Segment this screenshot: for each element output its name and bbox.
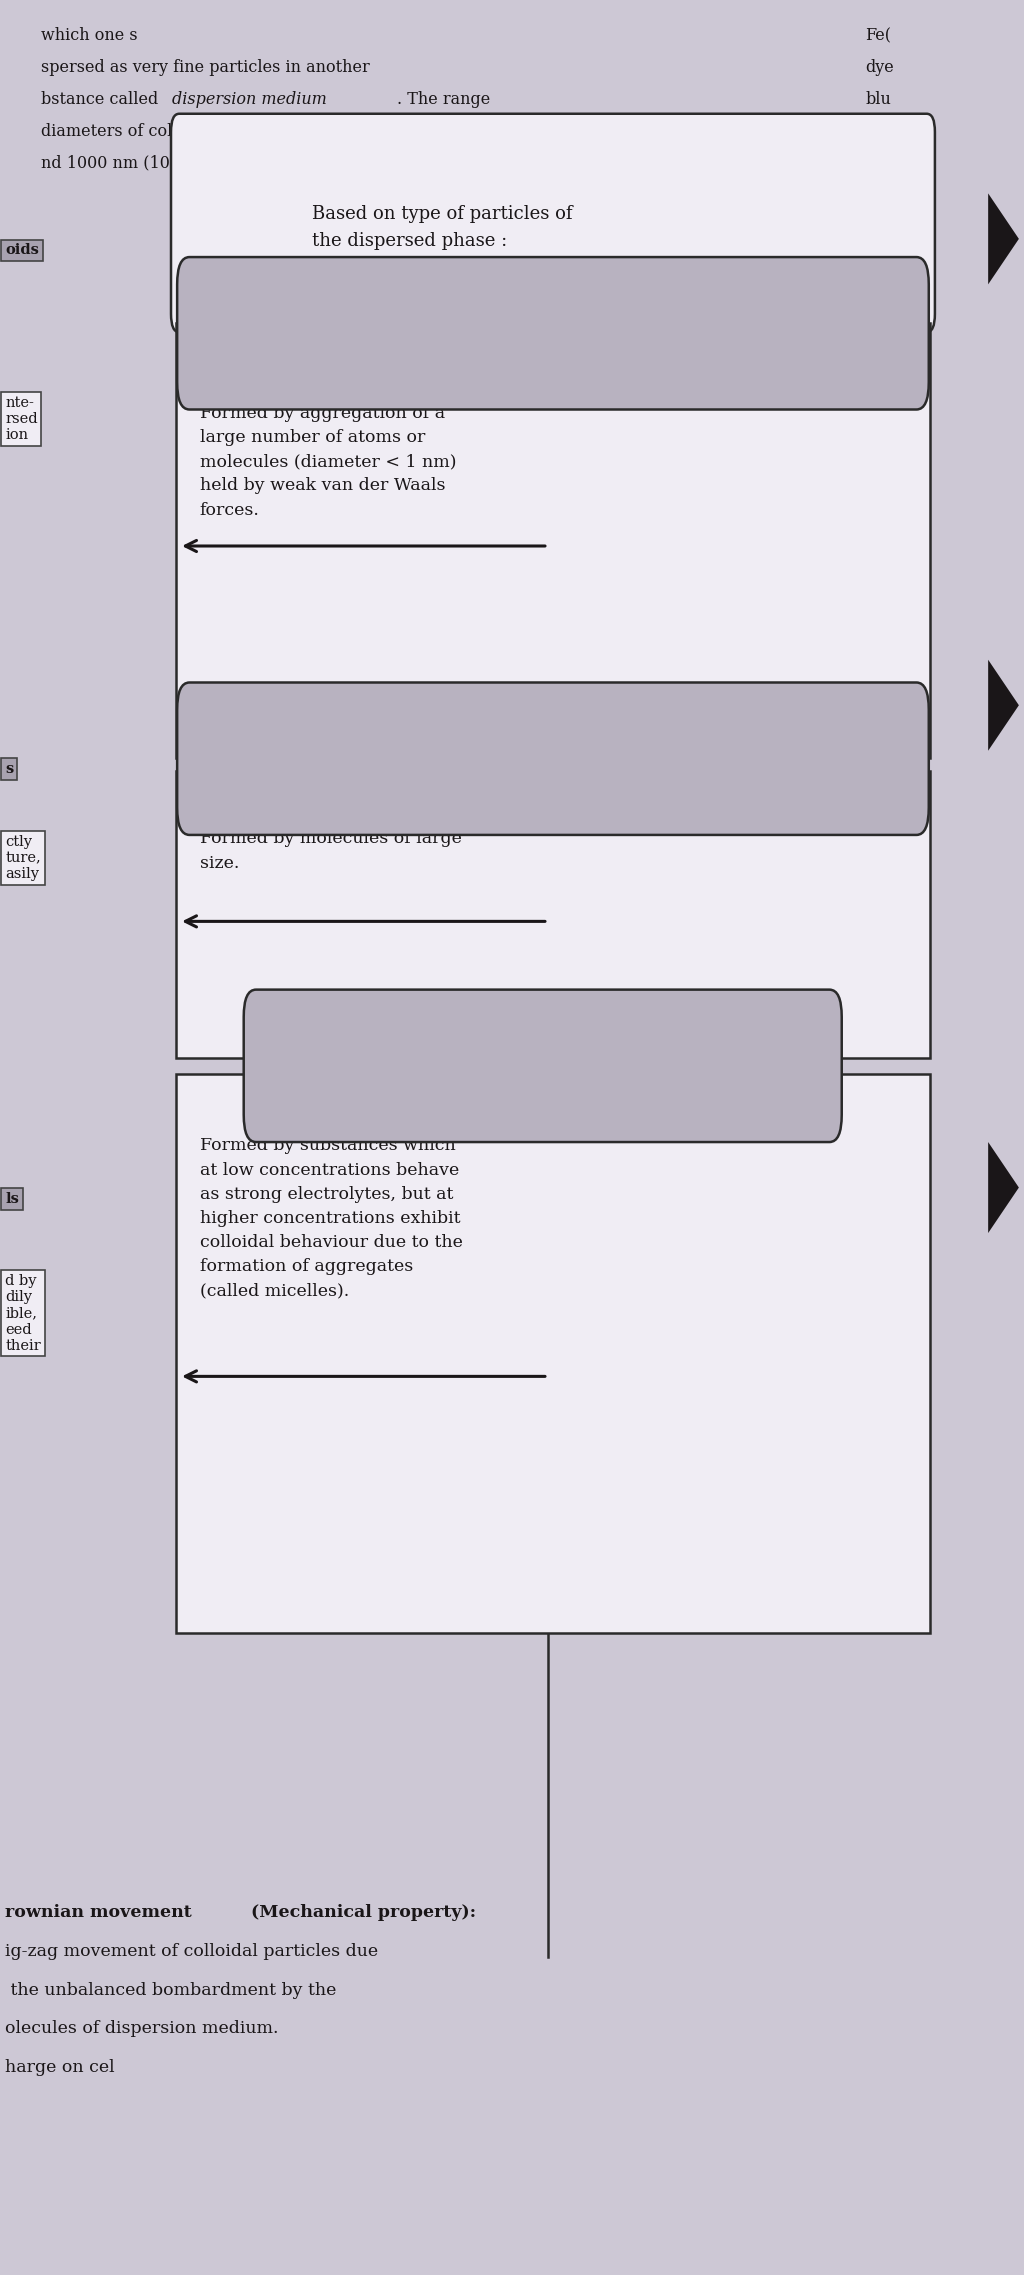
Text: Based on type of particles of
the dispersed phase :: Based on type of particles of the disper… (312, 205, 572, 250)
Text: the unbalanced bombardment by the: the unbalanced bombardment by the (5, 1982, 337, 1997)
Text: Macromolecular colloids: Macromolecular colloids (423, 751, 683, 769)
Polygon shape (988, 1142, 1019, 1233)
Text: s: s (5, 762, 13, 776)
Text: d by
dily
ible,
eed
their: d by dily ible, eed their (5, 1274, 41, 1354)
FancyBboxPatch shape (171, 114, 935, 332)
Text: dye: dye (865, 59, 894, 75)
Text: oids: oids (5, 243, 39, 257)
Text: blu: blu (865, 91, 891, 107)
Text: olecules of dispersion medium.: olecules of dispersion medium. (5, 2020, 279, 2036)
Text: ls: ls (5, 1192, 19, 1206)
Text: bstance called: bstance called (41, 91, 164, 107)
Text: ig-zag movement of colloidal particles due: ig-zag movement of colloidal particles d… (5, 1943, 378, 1959)
Text: (bl: (bl (865, 123, 887, 139)
FancyBboxPatch shape (244, 990, 842, 1142)
Text: harge on cel: harge on cel (5, 2059, 115, 2075)
Text: Associated colloids: Associated colloids (453, 1058, 653, 1076)
FancyBboxPatch shape (176, 1074, 930, 1633)
Text: rownian movement: rownian movement (5, 1904, 198, 1920)
Text: nd 1000 nm (10: nd 1000 nm (10 (41, 155, 170, 171)
Text: . The range: . The range (397, 91, 490, 107)
Text: (Mechanical property):: (Mechanical property): (251, 1904, 476, 1920)
Text: Multimolecular colloids: Multimolecular colloids (428, 323, 678, 341)
FancyBboxPatch shape (177, 257, 929, 410)
Polygon shape (988, 660, 1019, 751)
Polygon shape (988, 193, 1019, 284)
Text: which one s: which one s (41, 27, 137, 43)
Text: ⁻⁹ to 10⁻⁶ m).: ⁻⁹ to 10⁻⁶ m). (218, 150, 307, 164)
Text: diameters of colloidal particles is between: diameters of colloidal particles is betw… (41, 123, 387, 139)
Text: Formed by substances which
at low concentrations behave
as strong electrolytes, : Formed by substances which at low concen… (200, 1138, 463, 1299)
FancyBboxPatch shape (176, 771, 930, 1058)
Text: Formed by molecules of large
size.: Formed by molecules of large size. (200, 830, 462, 871)
FancyBboxPatch shape (176, 323, 930, 758)
Text: dispersion medium: dispersion medium (172, 91, 327, 107)
Text: ctly
ture,
asily: ctly ture, asily (5, 835, 41, 880)
Text: Formed by aggregation of a
large number of atoms or
molecules (diameter < 1 nm)
: Formed by aggregation of a large number … (200, 405, 456, 519)
FancyBboxPatch shape (177, 682, 929, 835)
Text: Fe(: Fe( (865, 27, 891, 43)
Text: spersed as very fine particles in another: spersed as very fine particles in anothe… (41, 59, 370, 75)
Text: nte-
rsed
ion: nte- rsed ion (5, 396, 38, 441)
